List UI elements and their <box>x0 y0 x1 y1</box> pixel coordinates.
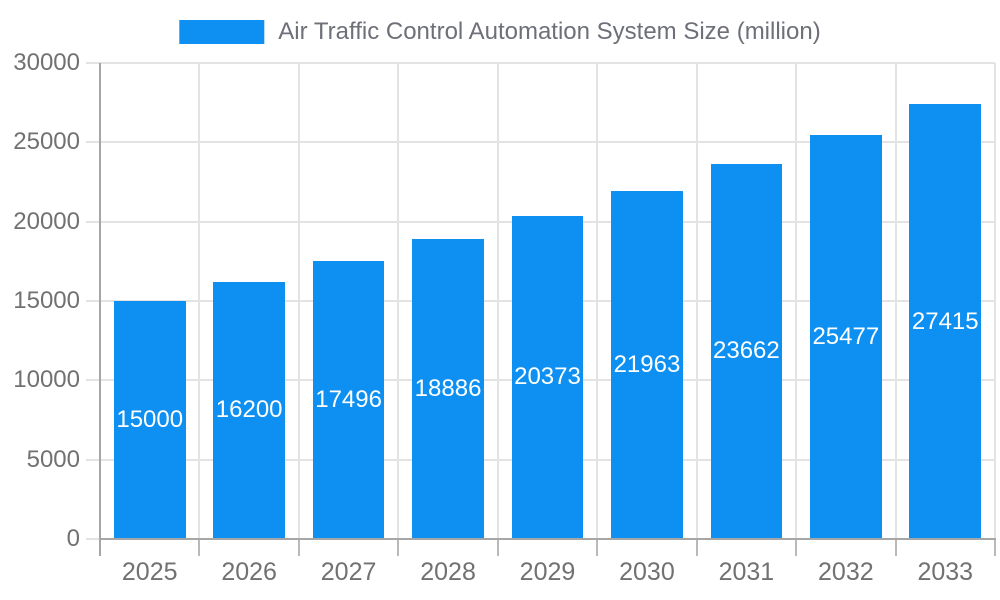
bar[interactable]: 15000 <box>113 301 186 539</box>
y-gridline <box>86 62 995 64</box>
x-axis-tick <box>695 539 698 556</box>
bar[interactable]: 16200 <box>213 281 285 539</box>
x-axis-category-label: 2029 <box>519 558 576 586</box>
x-axis-category-label: 2031 <box>718 558 775 586</box>
bar-value-label: 27415 <box>911 307 979 335</box>
y-axis-tick <box>86 538 100 540</box>
bar[interactable]: 21963 <box>611 190 683 539</box>
x-gridline <box>695 63 698 539</box>
bar-value-label: 25477 <box>812 322 880 350</box>
y-axis-tick-label: 25000 <box>13 128 80 156</box>
x-axis-tick <box>297 539 300 556</box>
y-axis-tick-label: 0 <box>66 525 80 552</box>
bar-value-label: 15000 <box>116 406 184 433</box>
x-gridline <box>795 63 798 539</box>
bar-value-label: 17496 <box>315 386 382 414</box>
plot-area: 0 5000 10000 15000 20000 25000 30000 15000 2025 1… <box>13 51 996 585</box>
x-axis-category-label: 2026 <box>221 558 277 586</box>
bar[interactable]: 20373 <box>511 215 584 539</box>
x-axis-category-label: 2027 <box>320 558 377 586</box>
legend-swatch <box>179 20 265 44</box>
legend-label: Air Traffic Control Automation System Si… <box>278 18 821 45</box>
y-gridline <box>86 141 995 144</box>
bar-value-label: 16200 <box>215 396 283 424</box>
y-axis-tick-label: 15000 <box>13 287 80 314</box>
x-axis-category-label: 2028 <box>420 558 476 586</box>
x-axis-tick <box>496 539 499 556</box>
x-axis-tick <box>397 539 400 556</box>
x-gridline <box>198 63 201 539</box>
bar-value-label: 21963 <box>613 350 681 378</box>
bar[interactable]: 27415 <box>909 104 982 539</box>
bar-value-label: 18886 <box>414 375 482 403</box>
y-axis-tick-label: 5000 <box>26 445 80 473</box>
x-axis-category-label: 2033 <box>917 558 974 586</box>
x-axis-line <box>99 538 996 540</box>
bar-value-label: 20373 <box>514 363 581 391</box>
legend-item[interactable]: Air Traffic Control Automation System Si… <box>179 18 821 46</box>
x-axis-tick <box>795 539 798 556</box>
x-gridline <box>596 63 599 539</box>
x-axis-tick <box>596 539 599 556</box>
x-axis-tick <box>994 539 996 556</box>
bar[interactable]: 18886 <box>412 239 484 539</box>
y-axis-tick-label: 10000 <box>13 366 80 394</box>
x-axis-tick <box>894 539 897 556</box>
y-axis-line <box>99 63 101 556</box>
y-axis-tick-label: 20000 <box>13 207 80 235</box>
x-gridline <box>894 63 897 539</box>
y-axis-tick-label: 30000 <box>13 49 80 76</box>
x-gridline <box>496 63 499 539</box>
x-gridline <box>297 63 300 539</box>
bar[interactable]: 17496 <box>312 261 385 539</box>
bar[interactable]: 23662 <box>710 163 783 539</box>
x-axis-category-label: 2030 <box>619 558 675 586</box>
bar-value-label: 23662 <box>713 337 780 365</box>
x-gridline <box>397 63 400 539</box>
x-gridline <box>994 63 996 539</box>
x-axis-tick <box>198 539 201 556</box>
x-axis-category-label: 2032 <box>818 558 874 586</box>
bar[interactable]: 25477 <box>810 134 882 539</box>
x-axis-category-label: 2025 <box>121 558 178 586</box>
